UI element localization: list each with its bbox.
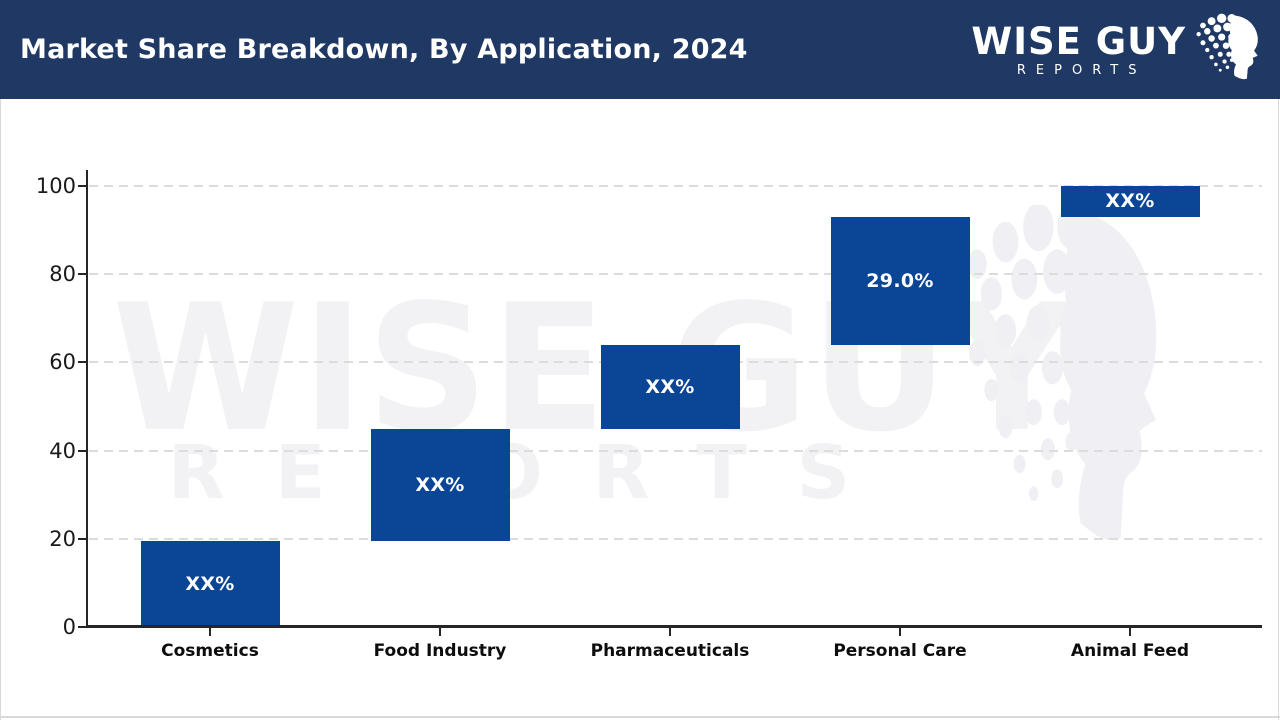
bar-value-label: XX% — [415, 473, 465, 496]
logo-subtitle: REPORTS — [1016, 62, 1147, 78]
logo-text: WISE GUY REPORTS — [971, 23, 1186, 77]
x-tick-label: Pharmaceuticals — [590, 641, 750, 661]
y-tick-mark — [78, 537, 86, 540]
gridline — [89, 537, 1262, 540]
x-tick-label: Personal Care — [833, 641, 967, 661]
y-tick-label: 0 — [62, 615, 76, 639]
y-tick-label: 40 — [49, 438, 76, 463]
x-tick-mark — [1129, 628, 1131, 636]
watermark-subtitle: REPORTS — [168, 430, 901, 516]
bar: XX% — [370, 428, 510, 541]
logo-face-icon — [1196, 13, 1258, 79]
right-border — [1278, 99, 1279, 720]
bar: XX% — [1060, 186, 1200, 217]
bar-value-label: 29.0% — [866, 269, 934, 292]
x-tick-mark — [899, 628, 901, 636]
x-axis-line — [86, 625, 1262, 628]
y-tick-mark — [78, 185, 86, 187]
y-tick-mark — [78, 449, 86, 452]
gridline — [89, 449, 1262, 452]
gridline — [89, 273, 1262, 276]
y-tick-mark — [78, 273, 86, 276]
y-tick-mark — [78, 626, 86, 628]
x-tick-mark — [669, 628, 671, 636]
x-tick-mark — [209, 628, 211, 636]
x-tick-label: Cosmetics — [161, 641, 259, 661]
y-tick-label: 20 — [49, 526, 76, 551]
x-tick-label: Animal Feed — [1070, 641, 1190, 661]
x-tick-mark — [439, 628, 441, 636]
bar: XX% — [600, 344, 740, 429]
left-border — [0, 99, 1, 720]
bar-value-label: XX% — [1105, 190, 1155, 213]
header-bar: Market Share Breakdown, By Application, … — [0, 0, 1280, 99]
bar: 29.0% — [830, 216, 970, 345]
logo: WISE GUY REPORTS — [971, 10, 1262, 90]
bar: XX% — [140, 541, 280, 627]
y-tick-label: 80 — [49, 262, 76, 287]
bar-value-label: XX% — [645, 375, 695, 398]
bottom-border — [0, 716, 1280, 718]
y-tick-label: 100 — [35, 174, 76, 198]
bar-value-label: XX% — [185, 572, 235, 595]
logo-wordmark: WISE GUY — [971, 19, 1186, 63]
y-tick-mark — [78, 361, 86, 364]
watermark-face-icon — [956, 205, 1157, 541]
gridline — [89, 185, 1262, 187]
x-tick-label: Food Industry — [373, 641, 507, 661]
y-tick-label: 60 — [49, 350, 76, 375]
page-title: Market Share Breakdown, By Application, … — [20, 34, 748, 65]
y-axis-line — [86, 170, 88, 628]
